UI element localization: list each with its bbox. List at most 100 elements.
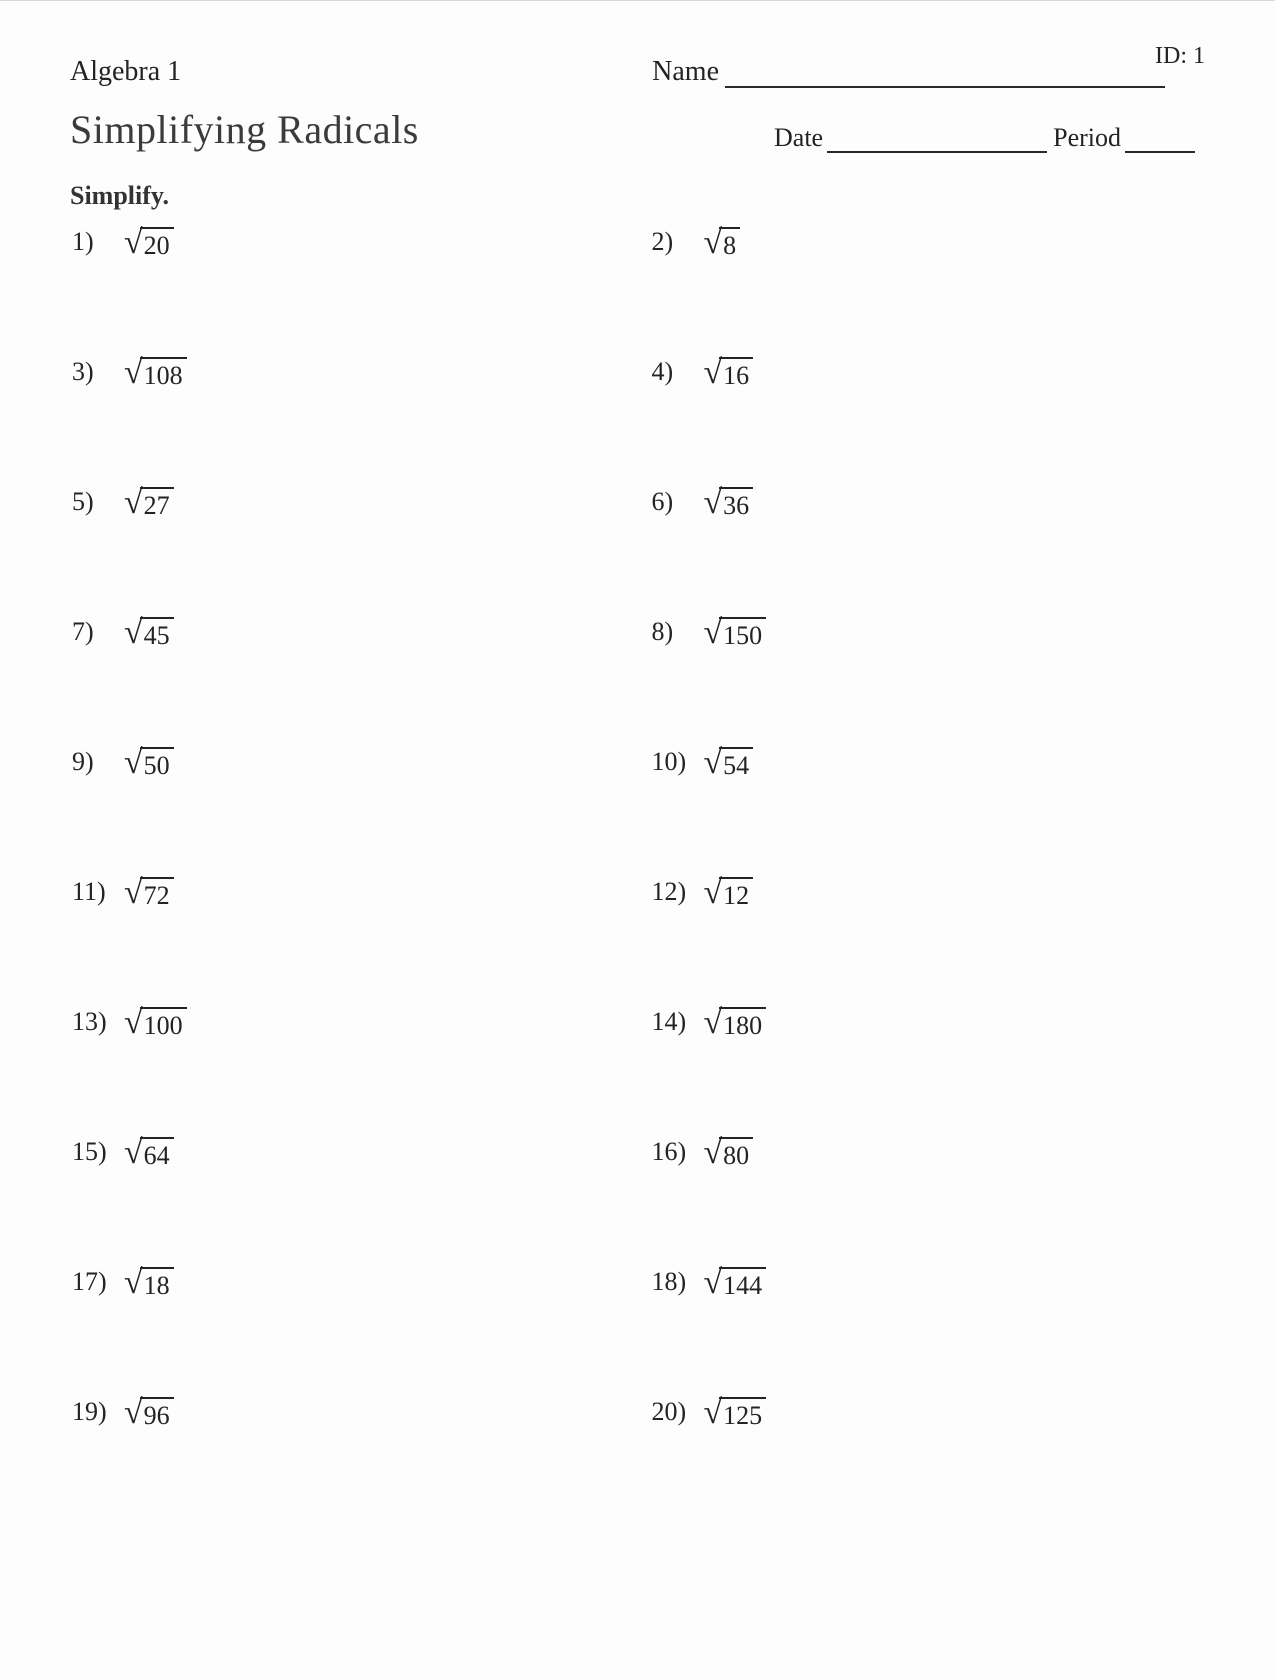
worksheet-title: Simplifying Radicals xyxy=(70,106,419,153)
radicand: 100 xyxy=(140,1007,187,1039)
problem-number: 11) xyxy=(72,877,124,907)
worksheet-page: ID: 1 Algebra 1 Name Simplifying Radical… xyxy=(0,0,1275,1680)
radicand: 8 xyxy=(719,227,740,259)
square-root-expression: √180 xyxy=(704,1005,767,1039)
date-label: Date xyxy=(774,123,823,153)
problem: 13)√100 xyxy=(72,1005,634,1039)
period-label: Period xyxy=(1053,123,1121,153)
problem: 15)√64 xyxy=(72,1135,634,1169)
problem-number: 9) xyxy=(72,747,124,777)
radical-icon: √ xyxy=(704,618,723,652)
radical-icon: √ xyxy=(704,488,723,522)
square-root-expression: √100 xyxy=(124,1005,187,1039)
square-root-expression: √45 xyxy=(124,615,174,649)
radicand: 125 xyxy=(719,1397,766,1429)
radicand: 144 xyxy=(719,1267,766,1299)
problem-number: 13) xyxy=(72,1007,124,1037)
problem-number: 7) xyxy=(72,617,124,647)
radicand: 20 xyxy=(140,227,174,259)
problem-number: 16) xyxy=(652,1137,704,1167)
radical-icon: √ xyxy=(704,358,723,392)
period-blank-line[interactable] xyxy=(1125,134,1195,153)
square-root-expression: √96 xyxy=(124,1395,174,1429)
problem: 12)√12 xyxy=(644,875,1206,909)
problem-number: 17) xyxy=(72,1267,124,1297)
date-blank-line[interactable] xyxy=(827,134,1047,153)
subject-label: Algebra 1 xyxy=(70,56,181,88)
radical-icon: √ xyxy=(704,228,723,262)
problem: 10)√54 xyxy=(644,745,1206,779)
square-root-expression: √20 xyxy=(124,225,174,259)
square-root-expression: √12 xyxy=(704,875,754,909)
radicand: 50 xyxy=(140,747,174,779)
problem: 16)√80 xyxy=(644,1135,1206,1169)
problem: 2)√8 xyxy=(644,225,1206,259)
radical-icon: √ xyxy=(124,878,143,912)
radicand: 54 xyxy=(719,747,753,779)
problem-number: 2) xyxy=(652,227,704,257)
problem-number: 1) xyxy=(72,227,124,257)
radical-icon: √ xyxy=(704,1268,723,1302)
square-root-expression: √18 xyxy=(124,1265,174,1299)
problem: 17)√18 xyxy=(72,1265,634,1299)
square-root-expression: √80 xyxy=(704,1135,754,1169)
radicand: 16 xyxy=(719,357,753,389)
name-field: Name xyxy=(652,56,1165,88)
radical-icon: √ xyxy=(704,1138,723,1172)
date-period-block: Date Period xyxy=(768,123,1195,153)
square-root-expression: √150 xyxy=(704,615,767,649)
radical-icon: √ xyxy=(704,1398,723,1432)
problem: 9)√50 xyxy=(72,745,634,779)
problem: 11)√72 xyxy=(72,875,634,909)
radical-icon: √ xyxy=(704,748,723,782)
radicand: 180 xyxy=(719,1007,766,1039)
name-label: Name xyxy=(652,56,719,88)
problem: 19)√96 xyxy=(72,1395,634,1429)
problem: 3)√108 xyxy=(72,355,634,389)
square-root-expression: √64 xyxy=(124,1135,174,1169)
radicand: 18 xyxy=(140,1267,174,1299)
radicand: 36 xyxy=(719,487,753,519)
radical-icon: √ xyxy=(124,488,143,522)
radical-icon: √ xyxy=(704,878,723,912)
radical-icon: √ xyxy=(124,358,143,392)
square-root-expression: √144 xyxy=(704,1265,767,1299)
square-root-expression: √36 xyxy=(704,485,754,519)
problem: 18)√144 xyxy=(644,1265,1206,1299)
square-root-expression: √54 xyxy=(704,745,754,779)
header-row-2: Simplifying Radicals Date Period xyxy=(70,106,1205,153)
radicand: 45 xyxy=(140,617,174,649)
problem-number: 8) xyxy=(652,617,704,647)
problem-number: 6) xyxy=(652,487,704,517)
problem-number: 15) xyxy=(72,1137,124,1167)
problem-number: 20) xyxy=(652,1397,704,1427)
radicand: 108 xyxy=(140,357,187,389)
radicand: 96 xyxy=(140,1397,174,1429)
radicand: 80 xyxy=(719,1137,753,1169)
radical-icon: √ xyxy=(124,618,143,652)
radicand: 150 xyxy=(719,617,766,649)
problem: 5)√27 xyxy=(72,485,634,519)
problem-number: 10) xyxy=(652,747,704,777)
problem-number: 18) xyxy=(652,1267,704,1297)
problem-number: 12) xyxy=(652,877,704,907)
radicand: 64 xyxy=(140,1137,174,1169)
square-root-expression: √72 xyxy=(124,875,174,909)
problem: 4)√16 xyxy=(644,355,1206,389)
problem: 7)√45 xyxy=(72,615,634,649)
problem-number: 19) xyxy=(72,1397,124,1427)
problem: 1)√20 xyxy=(72,225,634,259)
square-root-expression: √108 xyxy=(124,355,187,389)
square-root-expression: √50 xyxy=(124,745,174,779)
radical-icon: √ xyxy=(704,1008,723,1042)
problem: 20)√125 xyxy=(644,1395,1206,1429)
problem: 14)√180 xyxy=(644,1005,1206,1039)
instructions: Simplify. xyxy=(70,181,1205,211)
radical-icon: √ xyxy=(124,748,143,782)
radical-icon: √ xyxy=(124,1008,143,1042)
worksheet-id: ID: 1 xyxy=(1155,43,1205,70)
radicand: 27 xyxy=(140,487,174,519)
name-blank-line[interactable] xyxy=(725,68,1165,88)
problem: 8)√150 xyxy=(644,615,1206,649)
problem: 6)√36 xyxy=(644,485,1206,519)
